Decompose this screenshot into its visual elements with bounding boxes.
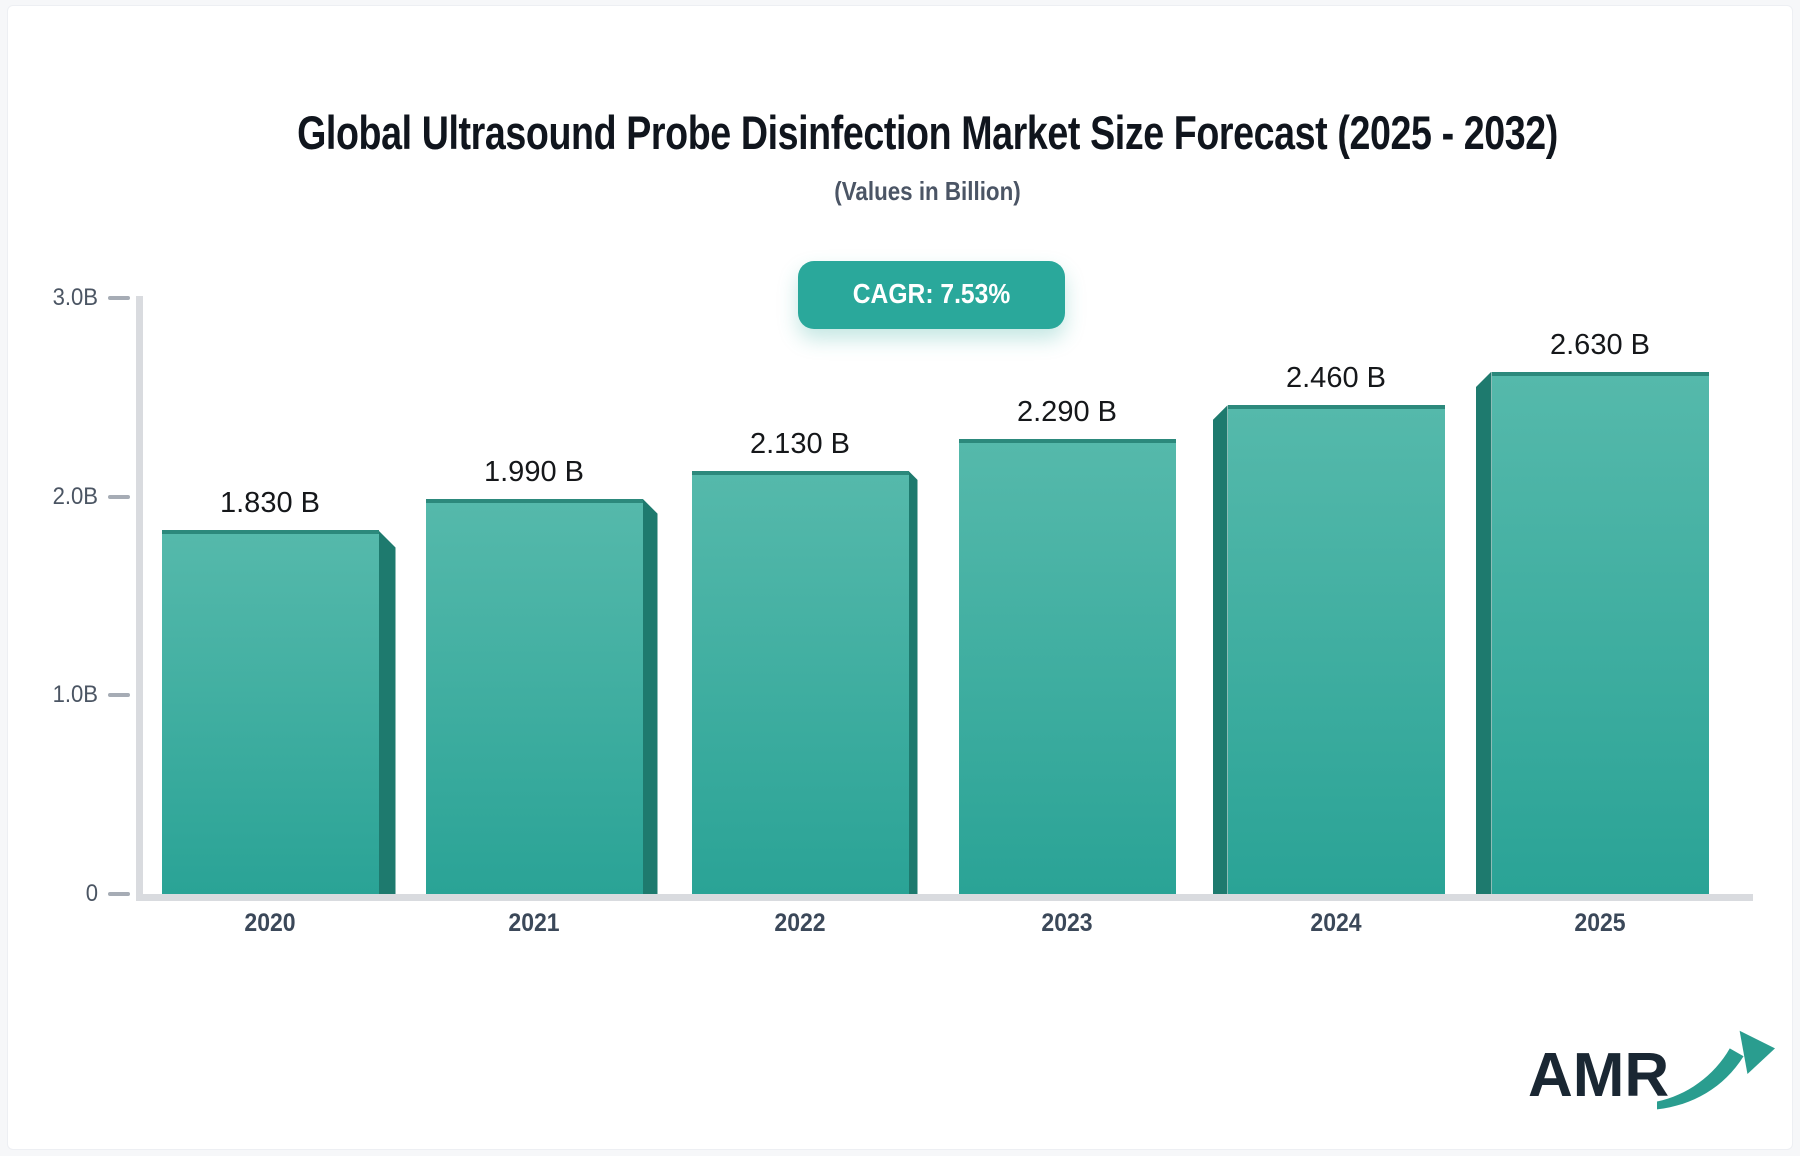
bar-side-face <box>1212 405 1228 894</box>
x-axis-label-2022: 2022 <box>774 909 826 937</box>
bar-value-label: 2.290 B <box>1017 396 1117 429</box>
x-axis-label-2025: 2025 <box>1574 909 1626 937</box>
bar-value-label: 1.990 B <box>484 455 584 488</box>
chart-subtitle: (Values in Billion) <box>834 176 1021 206</box>
logo-text: AMR <box>1528 1041 1670 1110</box>
cagr-badge: CAGR: 7.53% <box>798 261 1065 329</box>
bar-2025[interactable] <box>1491 371 1709 894</box>
chart-card: Global Ultrasound Probe Disinfection Mar… <box>7 5 1793 1150</box>
y-axis-tick-label: 2.0B <box>52 482 98 510</box>
cagr-badge-label: CAGR: 7.53% <box>852 278 1011 309</box>
y-axis-tick-dash <box>108 892 130 896</box>
x-axis-label-2021: 2021 <box>508 909 560 937</box>
bar-value-label: 1.830 B <box>220 487 320 520</box>
bar-side-face <box>642 498 658 894</box>
bar-2024[interactable] <box>1227 405 1445 894</box>
logo-arrow-icon <box>1657 1030 1776 1110</box>
chart-title: Global Ultrasound Probe Disinfection Mar… <box>297 106 1558 159</box>
bar-2022[interactable] <box>691 470 909 894</box>
x-axis-line <box>136 894 1753 901</box>
bar-2021[interactable] <box>425 498 643 894</box>
bar-value-label: 2.130 B <box>750 427 850 460</box>
y-axis-line <box>136 296 143 901</box>
bar-value-label: 2.460 B <box>1286 362 1386 395</box>
bar-side-face <box>378 530 396 894</box>
y-axis-tick-dash <box>108 296 130 300</box>
y-axis-tick-label: 3.0B <box>52 284 98 311</box>
x-axis-label-2023: 2023 <box>1041 909 1093 937</box>
y-axis-tick-dash <box>108 494 130 499</box>
y-axis-tick-label: 1.0B <box>52 681 98 709</box>
bar-value-label: 2.630 B <box>1550 328 1650 361</box>
y-axis-tick-label: 0 <box>85 880 98 907</box>
bar-chart: 3.0B 2.0B 1.0B 0 1.830 B 1.990 B 2.130 B 2.290… <box>8 6 1792 1149</box>
y-axis-tick-dash <box>108 693 130 698</box>
x-axis-label-2024: 2024 <box>1310 909 1362 937</box>
bar-2023[interactable] <box>958 439 1176 894</box>
x-axis-label-2020: 2020 <box>244 909 296 937</box>
bar-side-face <box>1475 371 1492 894</box>
bar-2020[interactable] <box>161 530 379 894</box>
amr-logo: AMR <box>1528 1030 1788 1120</box>
bar-side-face <box>908 470 918 894</box>
